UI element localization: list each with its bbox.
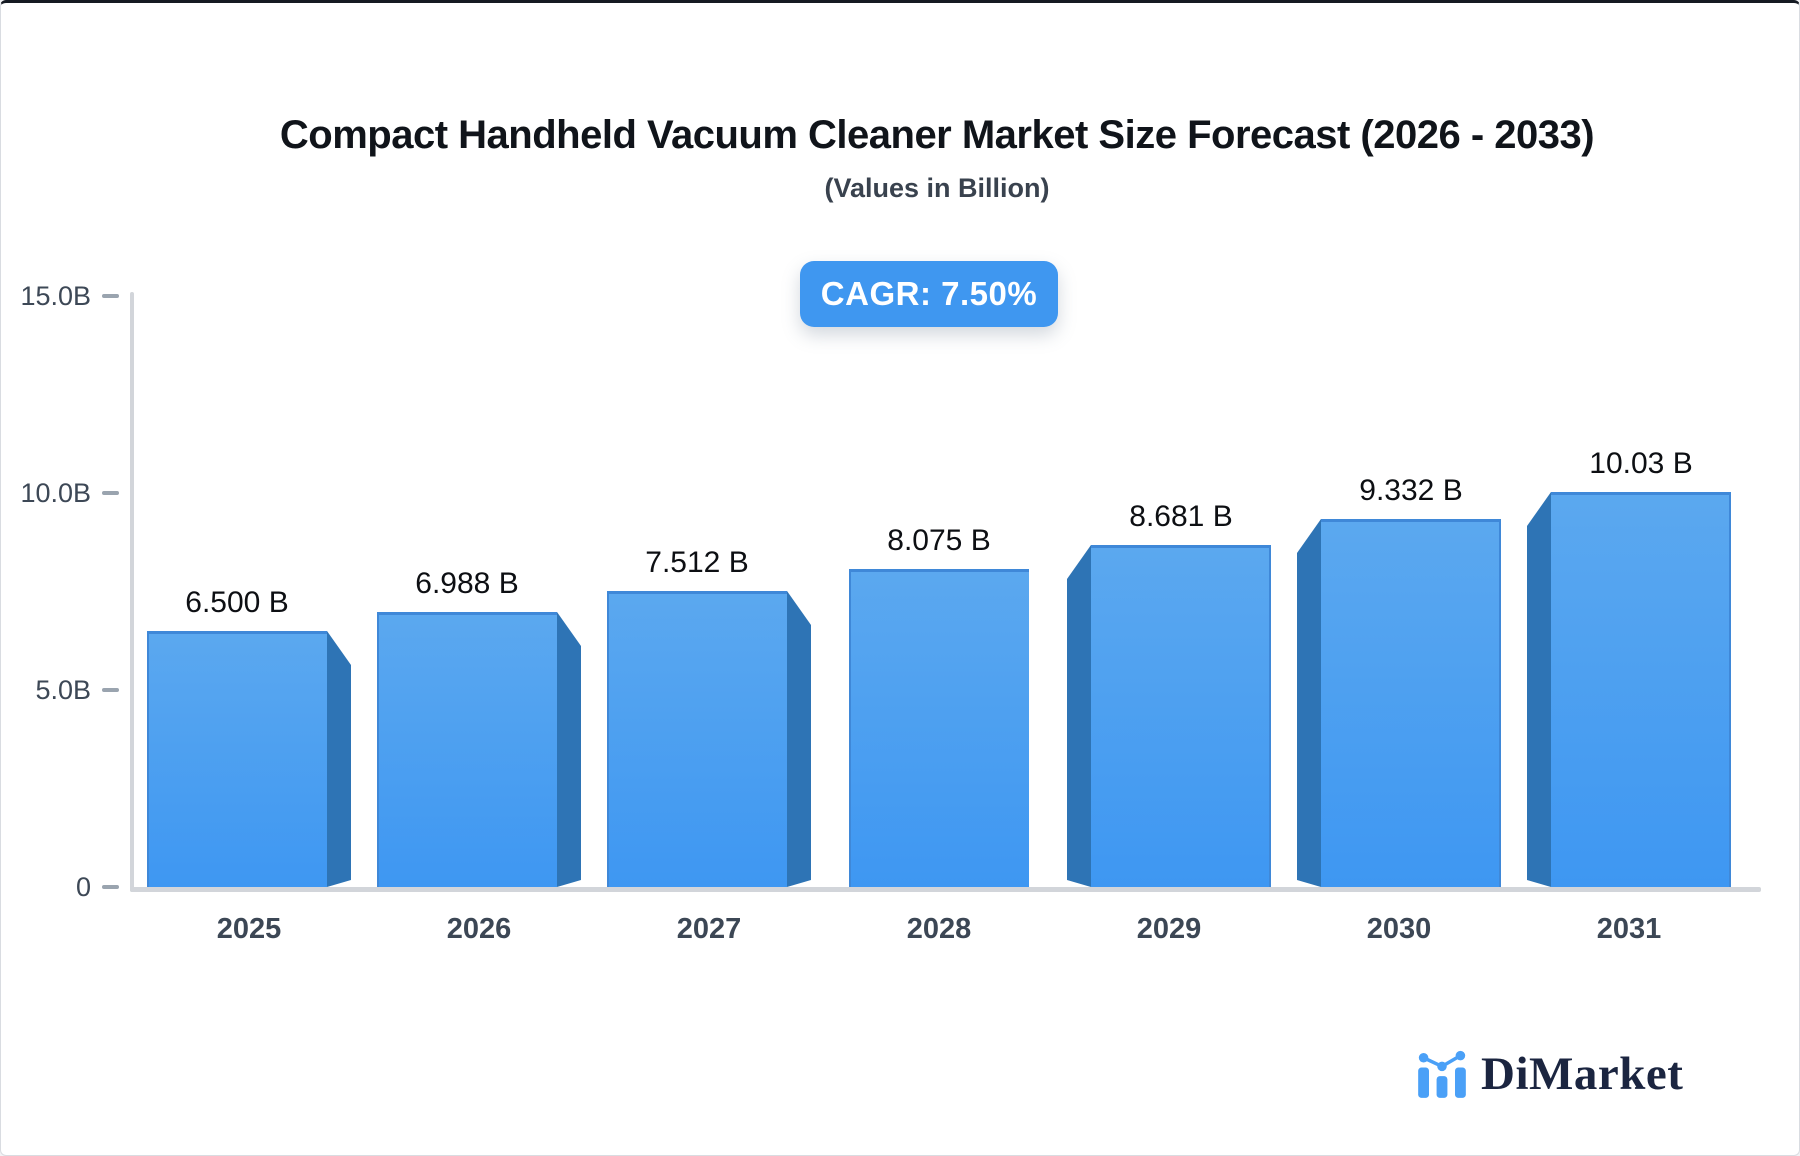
cagr-badge: CAGR: 7.50%: [800, 261, 1058, 327]
bar-value-label: 6.500 B: [185, 586, 289, 619]
x-category-label: 2030: [1366, 913, 1432, 945]
x-category-label: 2025: [216, 913, 282, 945]
y-tick-mark: [102, 294, 119, 298]
y-tick-label: 15.0B: [20, 281, 91, 311]
x-category-label: 2026: [446, 913, 512, 945]
bar[interactable]: [607, 591, 787, 887]
bar-3d-side: [787, 591, 811, 887]
y-axis-line: [130, 292, 134, 892]
x-category-label: 2028: [906, 913, 972, 945]
bar-3d-side: [1297, 519, 1321, 887]
chart-title: Compact Handheld Vacuum Cleaner Market S…: [279, 113, 1595, 157]
bar[interactable]: [1091, 545, 1271, 887]
y-tick-label: 5.0B: [35, 675, 91, 705]
bar-value-label: 9.332 B: [1359, 474, 1463, 507]
y-tick-label: 0: [75, 872, 91, 902]
brand-logo: DiMarket: [1416, 1043, 1683, 1105]
bar-3d-side: [327, 631, 351, 887]
x-category-label: 2031: [1596, 913, 1662, 945]
bar[interactable]: [377, 612, 557, 887]
bar-value-label: 8.681 B: [1129, 500, 1233, 533]
chart-subtitle: (Values in Billion): [824, 173, 1050, 203]
bar-chart: 0 5.0B 10.0B 15.0B 6.500 B 2025 6.988 B 2026 7.5…: [1, 3, 1799, 1155]
x-axis-line: [130, 887, 1761, 892]
bar-value-label: 8.075 B: [887, 524, 991, 557]
bar-3d-side: [557, 612, 581, 887]
bar-value-label: 7.512 B: [645, 546, 749, 579]
x-category-label: 2027: [676, 913, 742, 945]
x-category-label: 2029: [1136, 913, 1202, 945]
bar[interactable]: [849, 569, 1029, 887]
bar-3d-side: [1067, 545, 1091, 887]
bar[interactable]: [1551, 492, 1731, 887]
bar-value-label: 6.988 B: [415, 567, 519, 600]
y-tick-mark: [102, 491, 119, 495]
dimarket-bar-chart-icon: [1418, 1050, 1466, 1098]
brand-name: DiMarket: [1481, 1048, 1684, 1100]
y-tick-mark: [102, 885, 119, 889]
bar-value-label: 10.03 B: [1589, 447, 1693, 480]
y-tick-label: 10.0B: [20, 478, 91, 508]
bar[interactable]: [147, 631, 327, 887]
bar-3d-side: [1527, 492, 1551, 887]
y-tick-mark: [102, 688, 119, 692]
bar[interactable]: [1321, 519, 1501, 887]
